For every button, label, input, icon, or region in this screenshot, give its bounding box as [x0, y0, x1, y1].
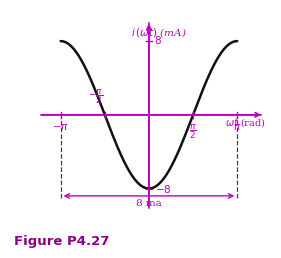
Text: $\omega t$ (rad): $\omega t$ (rad) [225, 116, 266, 129]
Text: $-8$: $-8$ [155, 182, 171, 195]
Text: $-\pi$: $-\pi$ [52, 122, 69, 132]
Text: $\dfrac{\pi}{2}$: $\dfrac{\pi}{2}$ [189, 122, 197, 141]
Text: Figure P4.27: Figure P4.27 [14, 235, 109, 248]
Text: $-\dfrac{\pi}{2}$: $-\dfrac{\pi}{2}$ [88, 87, 103, 106]
Text: 8 ma: 8 ma [136, 199, 162, 208]
Text: 8: 8 [155, 36, 161, 46]
Text: $i\,(\omega t)$ (mA): $i\,(\omega t)$ (mA) [131, 26, 187, 39]
Text: $\pi$: $\pi$ [233, 122, 241, 132]
